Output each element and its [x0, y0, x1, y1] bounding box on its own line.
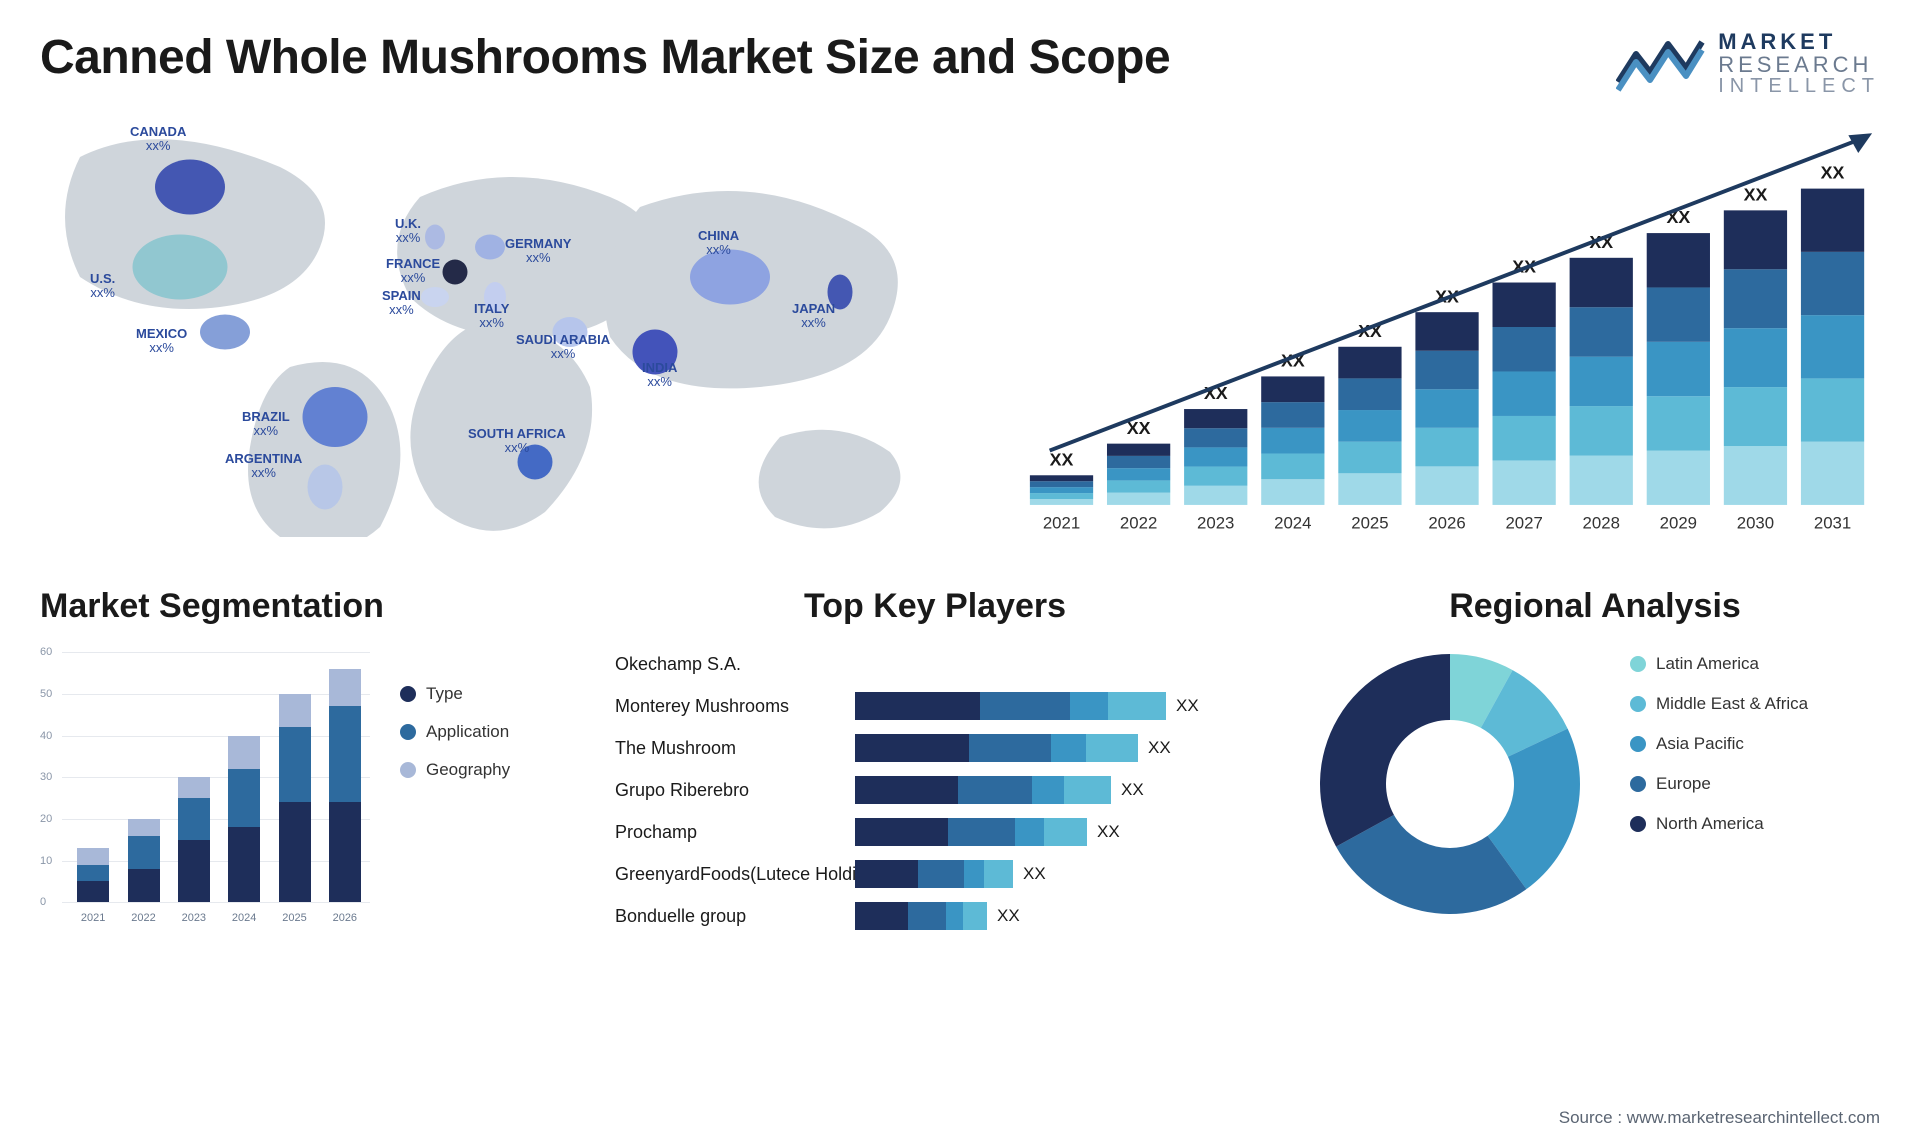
svg-text:2025: 2025	[1351, 514, 1388, 533]
player-value: XX	[1121, 780, 1144, 800]
logo-line-3: INTELLECT	[1718, 76, 1880, 97]
market-segmentation-panel: Market Segmentation 01020304050602021202…	[40, 587, 560, 938]
region-legend-europe: Europe	[1630, 774, 1808, 794]
regional-legend: Latin America Middle East & Africa Asia Pa…	[1630, 644, 1808, 834]
regional-body: Latin America Middle East & Africa Asia Pa…	[1310, 644, 1880, 924]
player-bar	[855, 902, 987, 930]
svg-text:XX: XX	[1744, 185, 1768, 205]
segmentation-legend: Type Application Geography	[400, 644, 510, 924]
svg-text:2029: 2029	[1660, 514, 1697, 533]
player-bar	[855, 692, 1166, 720]
player-name: Bonduelle group	[615, 906, 855, 927]
logo-mark-icon	[1616, 34, 1706, 94]
map-label-canada: CANADAxx%	[130, 125, 186, 154]
svg-text:2028: 2028	[1583, 514, 1620, 533]
player-name: The Mushroom	[615, 738, 855, 759]
key-players-panel: Top Key Players Okechamp S.A. Monterey Mu…	[615, 587, 1255, 938]
svg-text:XX: XX	[1050, 450, 1074, 470]
seg-legend-geography: Geography	[400, 760, 510, 780]
player-row: Okechamp S.A.	[615, 644, 1255, 684]
svg-text:2022: 2022	[1120, 514, 1157, 533]
segmentation-title: Market Segmentation	[40, 587, 560, 626]
logo-text: MARKET RESEARCH INTELLECT	[1718, 30, 1880, 97]
map-label-u-s-: U.S.xx%	[90, 272, 115, 301]
map-label-spain: SPAINxx%	[382, 289, 421, 318]
map-label-germany: GERMANYxx%	[505, 237, 571, 266]
svg-text:2023: 2023	[1197, 514, 1234, 533]
key-players-title: Top Key Players	[615, 587, 1255, 626]
player-value: XX	[1023, 864, 1046, 884]
world-map-panel: CANADAxx% U.S.xx% MEXICOxx% BRAZILxx% ARGENT…	[40, 117, 960, 537]
map-label-u-k-: U.K.xx%	[395, 217, 421, 246]
logo-line-1: MARKET	[1718, 30, 1880, 53]
player-name: Monterey Mushrooms	[615, 696, 855, 717]
player-value: XX	[1097, 822, 1120, 842]
header: Canned Whole Mushrooms Market Size and S…	[40, 30, 1880, 97]
region-legend-middle-east-africa: Middle East & Africa	[1630, 694, 1808, 714]
svg-text:2026: 2026	[1428, 514, 1465, 533]
player-name: Okechamp S.A.	[615, 654, 855, 675]
regional-donut	[1310, 644, 1590, 924]
svg-text:XX: XX	[1821, 163, 1845, 183]
seg-legend-type: Type	[400, 684, 510, 704]
map-label-mexico: MEXICOxx%	[136, 327, 187, 356]
segmentation-chart: 0102030405060202120222023202420252026	[40, 644, 370, 924]
map-label-china: CHINAxx%	[698, 229, 739, 258]
forecast-chart: XX2021XX2022XX2023XX2024XX2025XX2026XX20…	[1020, 117, 1880, 537]
seg-bar-2021	[77, 848, 109, 902]
map-label-italy: ITALYxx%	[474, 302, 509, 331]
player-value: XX	[1148, 738, 1171, 758]
bottom-row: Market Segmentation 01020304050602021202…	[40, 587, 1880, 938]
map-label-argentina: ARGENTINAxx%	[225, 452, 302, 481]
source-attribution: Source : www.marketresearchintellect.com	[1559, 1108, 1880, 1128]
seg-bar-2022	[128, 819, 160, 902]
region-legend-latin-america: Latin America	[1630, 654, 1808, 674]
svg-text:2031: 2031	[1814, 514, 1851, 533]
regional-analysis-panel: Regional Analysis Latin America Middle Ea…	[1310, 587, 1880, 938]
player-row: The Mushroom XX	[615, 728, 1255, 768]
map-label-brazil: BRAZILxx%	[242, 410, 290, 439]
player-name: Prochamp	[615, 822, 855, 843]
page-title: Canned Whole Mushrooms Market Size and S…	[40, 30, 1170, 85]
seg-bar-2026	[329, 669, 361, 902]
player-bar	[855, 860, 1013, 888]
player-row: GreenyardFoods(Lutece Holdings XX	[615, 854, 1255, 894]
map-label-france: FRANCExx%	[386, 257, 440, 286]
map-label-saudi-arabia: SAUDI ARABIAxx%	[516, 333, 610, 362]
map-label-south-africa: SOUTH AFRICAxx%	[468, 427, 566, 456]
regional-title: Regional Analysis	[1310, 587, 1880, 626]
key-players-body: Okechamp S.A.Monterey MushroomsXXThe Mus…	[615, 644, 1255, 936]
seg-bar-2023	[178, 777, 210, 902]
forecast-chart-panel: XX2021XX2022XX2023XX2024XX2025XX2026XX20…	[1020, 117, 1880, 537]
top-row: CANADAxx% U.S.xx% MEXICOxx% BRAZILxx% ARGENT…	[40, 117, 1880, 537]
brand-logo: MARKET RESEARCH INTELLECT	[1616, 30, 1880, 97]
player-row: Bonduelle group XX	[615, 896, 1255, 936]
player-bar	[855, 776, 1111, 804]
player-bar	[855, 734, 1138, 762]
seg-bar-2025	[279, 694, 311, 902]
map-label-japan: JAPANxx%	[792, 302, 835, 331]
seg-bar-2024	[228, 736, 260, 903]
player-bar	[855, 818, 1087, 846]
svg-text:2021: 2021	[1043, 514, 1080, 533]
svg-text:2027: 2027	[1505, 514, 1542, 533]
region-legend-north-america: North America	[1630, 814, 1808, 834]
logo-line-2: RESEARCH	[1718, 53, 1880, 76]
player-value: XX	[1176, 696, 1199, 716]
svg-text:2030: 2030	[1737, 514, 1774, 533]
player-value: XX	[997, 906, 1020, 926]
player-name: GreenyardFoods(Lutece Holdings	[615, 864, 855, 885]
svg-text:2024: 2024	[1274, 514, 1311, 533]
seg-legend-application: Application	[400, 722, 510, 742]
player-row: Prochamp XX	[615, 812, 1255, 852]
player-row: Grupo Riberebro XX	[615, 770, 1255, 810]
segmentation-body: 0102030405060202120222023202420252026 Ty…	[40, 644, 560, 924]
map-label-india: INDIAxx%	[642, 361, 677, 390]
region-legend-asia-pacific: Asia Pacific	[1630, 734, 1808, 754]
player-name: Grupo Riberebro	[615, 780, 855, 801]
player-row: Monterey Mushrooms XX	[615, 686, 1255, 726]
